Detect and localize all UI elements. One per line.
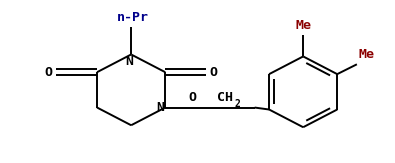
Text: 2: 2: [234, 98, 240, 109]
Text: O: O: [209, 66, 217, 79]
Text: Me: Me: [295, 19, 311, 32]
Text: O: O: [189, 91, 197, 104]
Text: N: N: [125, 55, 133, 68]
Text: Me: Me: [359, 48, 375, 61]
Text: CH: CH: [217, 91, 233, 104]
Text: N: N: [156, 101, 164, 114]
Text: O: O: [45, 66, 53, 79]
Text: n-Pr: n-Pr: [117, 11, 149, 24]
